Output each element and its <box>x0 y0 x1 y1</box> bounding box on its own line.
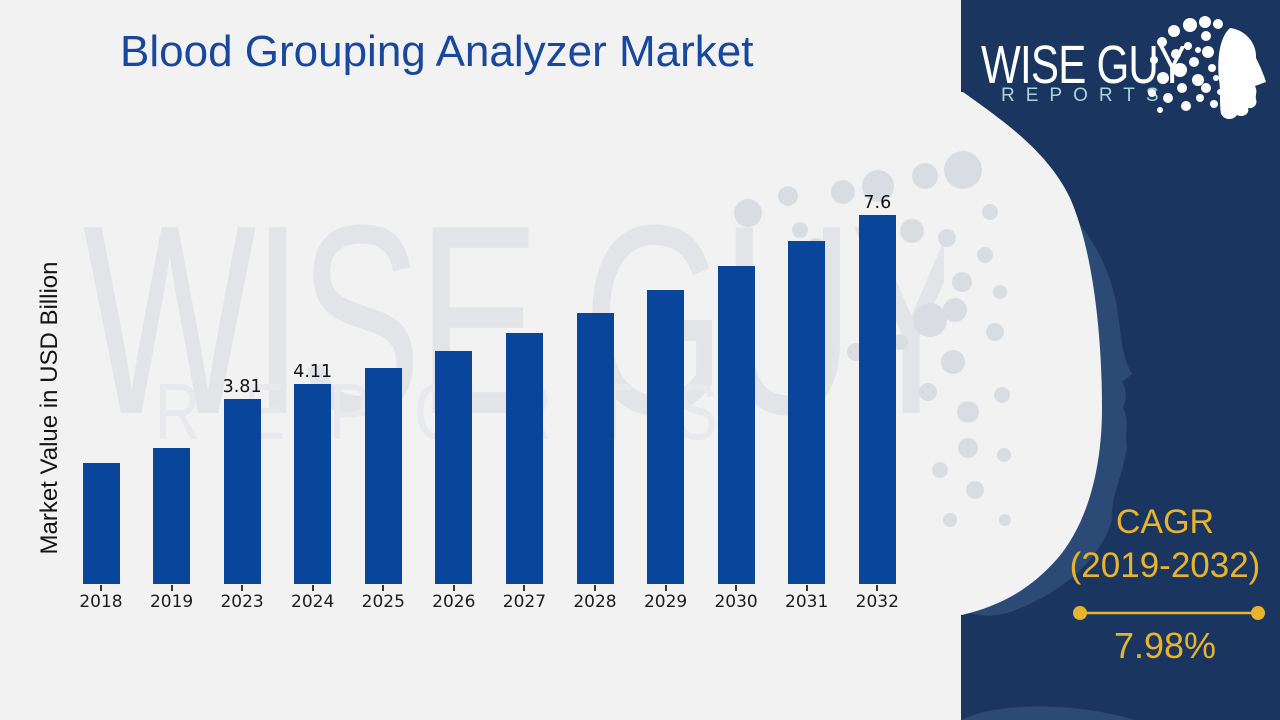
page-title: Blood Grouping Analyzer Market <box>120 27 754 76</box>
x-axis-tick <box>452 585 455 591</box>
watermark-dots-pattern <box>734 151 1011 527</box>
x-axis-tick <box>805 585 808 591</box>
x-axis-tick <box>523 585 526 591</box>
bar-2030 <box>717 266 755 584</box>
x-axis-tick <box>170 585 173 591</box>
bar-2032 <box>858 215 896 584</box>
x-tick-label: 2025 <box>361 592 405 612</box>
bar-2018 <box>82 463 120 584</box>
bar-2027 <box>505 333 543 584</box>
brand-logo-subtext: REPORTS <box>1001 85 1170 106</box>
x-tick-label: 2032 <box>855 592 899 612</box>
x-axis-tick <box>594 585 596 591</box>
x-tick-label: 2024 <box>291 592 335 612</box>
x-tick-label: 2026 <box>432 592 476 612</box>
cagr-label: CAGR <box>1115 503 1215 541</box>
x-tick-label: 2018 <box>79 592 123 612</box>
x-tick-label: 2031 <box>785 592 829 612</box>
bar-2019 <box>153 448 191 584</box>
bar-2029 <box>647 290 685 584</box>
brand-logo-text: WISE GUY <box>981 35 1186 95</box>
light-circle-edge <box>944 92 1102 615</box>
x-tick-label: 2019 <box>149 592 194 612</box>
x-tick-label: 2027 <box>502 592 547 612</box>
x-axis-tick <box>241 585 244 591</box>
bar-value-label: 7.6 <box>863 193 892 213</box>
x-axis-tick <box>382 585 385 591</box>
x-axis-tick <box>876 585 879 591</box>
cagr-value: 7.98% <box>1113 625 1217 666</box>
x-tick-label: 2023 <box>220 592 264 612</box>
x-tick-label: 2029 <box>643 592 688 612</box>
x-tick-label: 2030 <box>714 592 758 612</box>
bar-2031 <box>788 241 826 584</box>
bar-2023 <box>223 399 261 584</box>
x-axis-tick <box>735 585 738 591</box>
x-axis-tick <box>664 585 667 591</box>
x-axis-tick <box>311 585 314 591</box>
bar-2025 <box>364 368 402 584</box>
cagr-period: (2019-2032) <box>1069 546 1261 585</box>
panel-bottom-arc <box>962 706 1135 720</box>
bar-value-label: 3.81 <box>222 377 262 397</box>
bar-2024 <box>294 384 332 584</box>
bar-2028 <box>576 313 614 584</box>
x-tick-label: 2028 <box>573 592 617 612</box>
x-axis-tick <box>100 585 102 591</box>
bar-value-label: 4.11 <box>293 362 333 382</box>
bar-2026 <box>435 351 473 584</box>
